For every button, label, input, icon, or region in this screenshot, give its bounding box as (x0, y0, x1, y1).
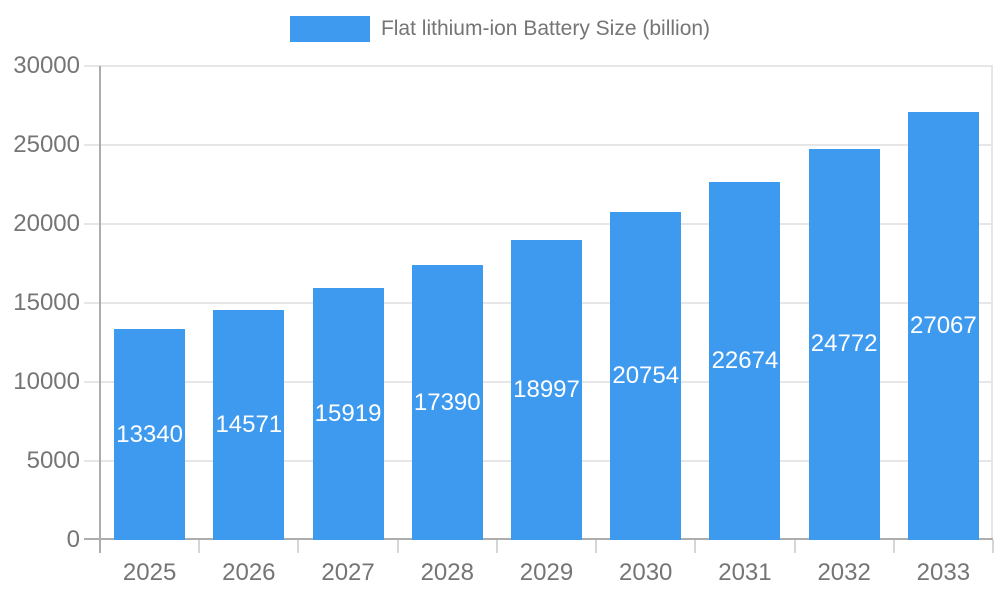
y-axis-tick-label: 0 (66, 526, 80, 553)
bar[interactable]: 24772 (808, 148, 880, 540)
bar[interactable]: 15919 (312, 288, 384, 540)
bar[interactable]: 18997 (511, 239, 582, 540)
x-axis-tick (595, 540, 598, 553)
bar[interactable]: 27067 (907, 112, 979, 540)
bar[interactable]: 14571 (213, 309, 285, 540)
bar-value-label: 14571 (215, 410, 283, 438)
gridline (84, 144, 993, 146)
bar-value-label: 27067 (910, 312, 977, 340)
plot-right-border (991, 66, 993, 540)
x-axis-tick (198, 540, 201, 553)
y-axis-tick-label: 15000 (13, 289, 80, 316)
gridline (84, 65, 993, 67)
bar[interactable]: 17390 (411, 265, 483, 540)
x-axis-tick-label: 2028 (420, 559, 474, 586)
x-axis-tick-label: 2030 (619, 559, 673, 586)
x-axis-tick-label: 2027 (321, 559, 375, 586)
y-axis-tick-label: 20000 (13, 210, 80, 237)
x-axis-tick (892, 540, 895, 553)
x-axis-tick (694, 540, 697, 553)
x-axis-tick (297, 540, 300, 553)
x-axis-tick-label: 2029 (519, 559, 574, 586)
legend-swatch (289, 16, 370, 42)
bar-value-label: 18997 (513, 375, 580, 403)
y-axis-tick-label: 10000 (13, 368, 80, 395)
bar-value-label: 20754 (612, 362, 680, 390)
x-axis-tick (396, 540, 399, 553)
bar[interactable]: 13340 (114, 329, 186, 540)
y-axis-line (99, 66, 101, 553)
bar-value-label: 17390 (413, 388, 481, 416)
x-axis-tick (992, 540, 994, 553)
y-axis-tick-label: 5000 (26, 447, 80, 474)
bar-value-label: 15919 (314, 400, 382, 428)
bar-value-label: 22674 (711, 346, 779, 374)
plot-area: 13340 14571 15919 17390 18997 20754 22674 24772… (84, 65, 994, 553)
bar[interactable]: 20754 (610, 212, 682, 540)
bar-value-label: 24772 (810, 330, 878, 358)
x-axis-tick (793, 540, 796, 553)
y-axis-tick-label: 30000 (13, 52, 80, 79)
x-axis-tick-label: 2025 (122, 559, 177, 586)
x-axis-tick-label: 2031 (718, 559, 772, 586)
bar[interactable]: 22674 (709, 181, 781, 540)
x-axis-tick-label: 2033 (916, 559, 971, 586)
y-axis-tick-label: 25000 (13, 131, 80, 158)
chart-legend[interactable]: Flat lithium-ion Battery Size (billion) (0, 16, 1000, 42)
x-axis-tick-label: 2026 (222, 559, 276, 586)
legend-label: Flat lithium-ion Battery Size (billion) (380, 17, 711, 40)
bar-value-label: 13340 (116, 420, 183, 448)
x-axis-tick (495, 540, 498, 553)
x-axis-tick-label: 2032 (817, 559, 871, 586)
gridline (84, 223, 993, 225)
